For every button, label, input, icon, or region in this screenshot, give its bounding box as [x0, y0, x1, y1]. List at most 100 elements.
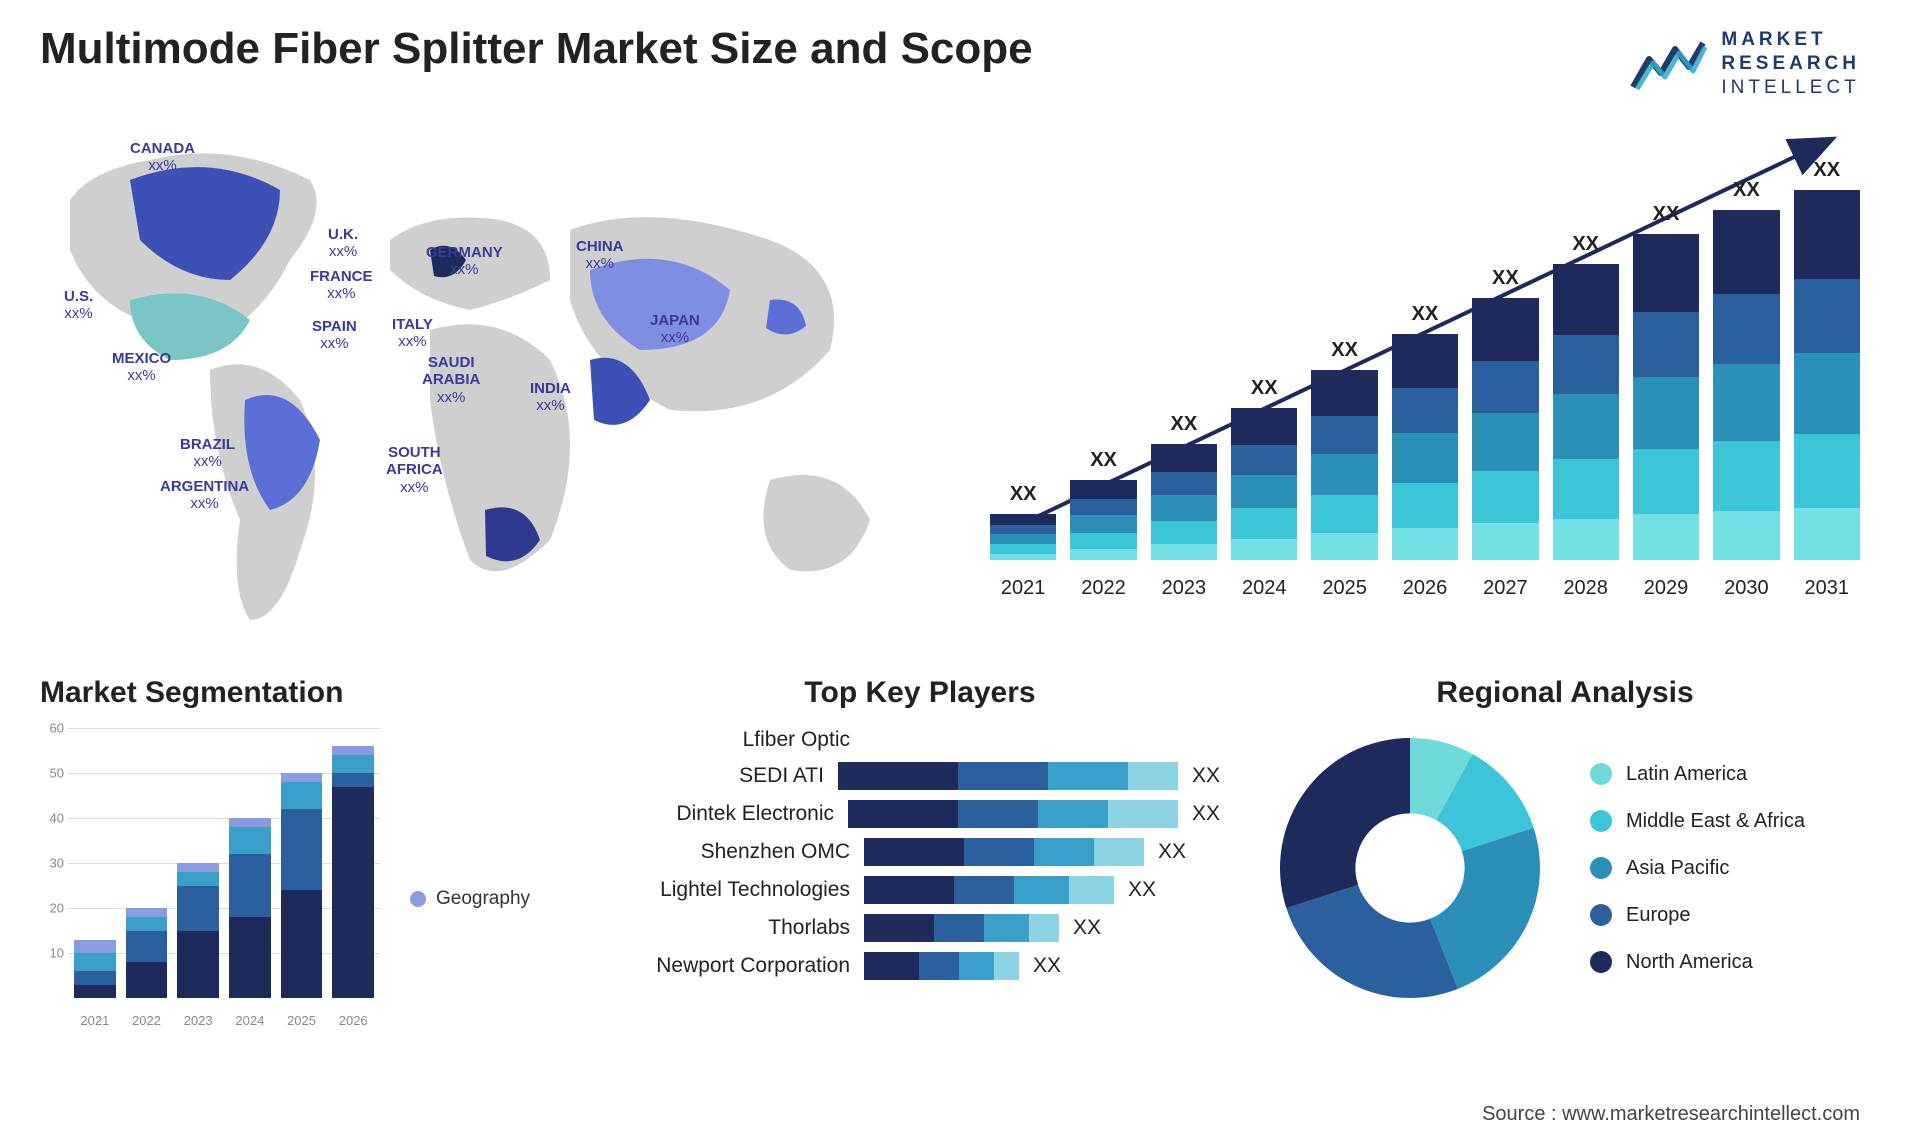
regional-legend-item: Europe: [1590, 904, 1805, 927]
players-list: Lfiber Optic SEDI ATI XX Dintek Electronic X…: [620, 728, 1220, 980]
forecast-bar-segment: [1151, 544, 1217, 560]
seg-bar-segment: [332, 787, 374, 999]
player-bar-segment: [1038, 800, 1108, 828]
player-bar: [864, 838, 1144, 866]
forecast-bar-segment: [1151, 495, 1217, 521]
players-panel: Top Key Players Lfiber OpticSEDI ATIXXDi…: [620, 676, 1220, 980]
forecast-bar-segment: [990, 525, 1056, 534]
forecast-bar-segment: [1392, 334, 1458, 388]
player-row: Shenzhen OMC XX: [620, 838, 1220, 866]
forecast-bar-segment: [1311, 533, 1377, 560]
forecast-bar: XX: [1070, 480, 1136, 560]
forecast-bar-segment: [1231, 508, 1297, 538]
player-bar-segment: [984, 914, 1029, 942]
seg-bar-segment: [126, 931, 168, 963]
player-bar-segment: [1128, 762, 1178, 790]
forecast-bar-segment: [1311, 454, 1377, 496]
forecast-bar-segment: [1713, 210, 1779, 294]
regional-legend-item: Asia Pacific: [1590, 857, 1805, 880]
seg-bar-segment: [177, 886, 219, 931]
player-bar-segment: [958, 800, 1038, 828]
player-bar-wrap: XX: [864, 838, 1220, 866]
seg-bar-segment: [229, 917, 271, 998]
legend-label: Latin America: [1626, 763, 1747, 786]
player-value: XX: [1192, 764, 1220, 788]
seg-xlabel: 2024: [229, 1013, 271, 1028]
seg-bar-segment: [126, 917, 168, 931]
forecast-bar-label: XX: [1794, 159, 1860, 182]
legend-label: Europe: [1626, 904, 1691, 927]
forecast-bar-segment: [1472, 471, 1538, 523]
forecast-panel: XXXXXXXXXXXXXXXXXXXXXX 20212022202320242…: [990, 120, 1860, 640]
logo-icon: [1629, 35, 1707, 93]
seg-bar: [177, 863, 219, 998]
seg-bar-segment: [177, 931, 219, 999]
forecast-xlabel: 2031: [1794, 577, 1860, 600]
seg-ytick: 20: [50, 901, 64, 916]
regional-legend-item: Latin America: [1590, 763, 1805, 786]
forecast-bar-segment: [990, 544, 1056, 553]
forecast-xlabel: 2027: [1472, 577, 1538, 600]
legend-dot-icon: [410, 891, 426, 907]
forecast-bar-segment: [1231, 445, 1297, 475]
forecast-bar-segment: [1311, 370, 1377, 416]
forecast-bar-segment: [1472, 298, 1538, 361]
seg-bar-segment: [74, 940, 116, 954]
seg-bar: [74, 940, 116, 999]
forecast-xlabel: 2028: [1553, 577, 1619, 600]
player-bar-segment: [1034, 838, 1094, 866]
donut-slice: [1286, 885, 1457, 998]
forecast-bar-segment: [1553, 335, 1619, 394]
forecast-bar-label: XX: [1392, 303, 1458, 326]
map-country-label: SPAINxx%: [312, 318, 357, 353]
forecast-bar-segment: [1472, 523, 1538, 560]
forecast-bar-segment: [1151, 521, 1217, 544]
legend-swatch-icon: [1590, 763, 1612, 785]
forecast-bar-label: XX: [1553, 233, 1619, 256]
forecast-xlabel: 2025: [1311, 577, 1377, 600]
forecast-bar: XX: [1794, 190, 1860, 560]
seg-xlabel: 2026: [332, 1013, 374, 1028]
player-bar-segment: [994, 952, 1019, 980]
player-bar-segment: [964, 838, 1034, 866]
player-bar-segment: [959, 952, 994, 980]
logo-text: MARKET RESEARCH INTELLECT: [1721, 28, 1860, 99]
player-bar-segment: [1108, 800, 1178, 828]
player-name: SEDI ATI: [620, 764, 824, 788]
map-country-label: ARGENTINAxx%: [160, 478, 249, 513]
source-text: Source : www.marketresearchintellect.com: [1482, 1103, 1860, 1126]
player-bar-segment: [864, 952, 919, 980]
forecast-bar-segment: [1553, 264, 1619, 335]
regional-donut-chart: [1270, 728, 1550, 1008]
forecast-bar-segment: [1713, 364, 1779, 441]
page-title: Multimode Fiber Splitter Market Size and…: [40, 24, 1033, 74]
player-bar-wrap: XX: [848, 800, 1220, 828]
forecast-bar-segment: [1794, 279, 1860, 353]
player-bar-wrap: XX: [864, 914, 1220, 942]
regional-title: Regional Analysis: [1270, 676, 1860, 710]
regional-legend-item: North America: [1590, 951, 1805, 974]
forecast-bar: XX: [1713, 210, 1779, 560]
forecast-bar: XX: [1311, 370, 1377, 560]
player-bar-segment: [1029, 914, 1059, 942]
player-name: Dintek Electronic: [620, 802, 834, 826]
player-name: Shenzhen OMC: [620, 840, 850, 864]
player-bar-segment: [838, 762, 958, 790]
segmentation-legend: Geography: [410, 888, 530, 910]
seg-ytick: 60: [50, 721, 64, 736]
player-bar: [864, 876, 1114, 904]
forecast-bar-segment: [1794, 353, 1860, 434]
forecast-bar-segment: [1553, 459, 1619, 518]
regional-legend-item: Middle East & Africa: [1590, 810, 1805, 833]
regional-panel: Regional Analysis Latin America Middle Ea…: [1270, 676, 1860, 1008]
seg-bar-segment: [177, 872, 219, 886]
segmentation-title: Market Segmentation: [40, 676, 580, 710]
segmentation-yaxis: 102030405060: [40, 728, 68, 998]
forecast-bar-segment: [1633, 449, 1699, 514]
seg-bar: [281, 773, 323, 998]
player-name: Thorlabs: [620, 916, 850, 940]
player-row: Lfiber Optic: [620, 728, 1220, 752]
forecast-bar-segment: [1472, 361, 1538, 413]
forecast-bar-label: XX: [990, 483, 1056, 506]
player-value: XX: [1192, 802, 1220, 826]
